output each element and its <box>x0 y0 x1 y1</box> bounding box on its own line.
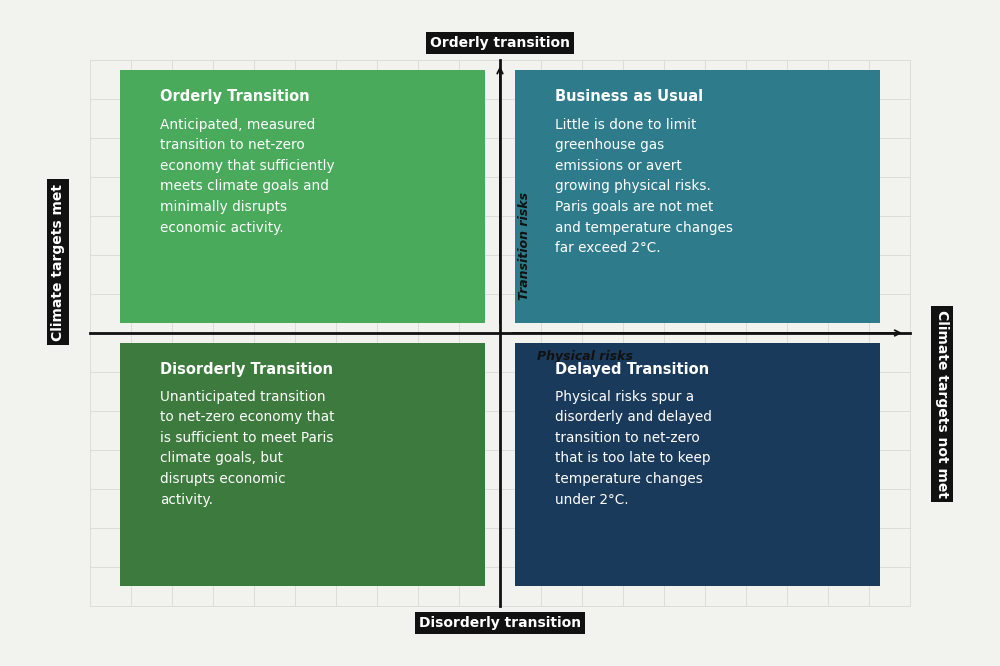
Text: Business as Usual: Business as Usual <box>555 89 703 104</box>
Text: Little is done to limit
greenhouse gas
emissions or avert
growing physical risks: Little is done to limit greenhouse gas e… <box>555 118 733 255</box>
Text: Unanticipated transition
to net-zero economy that
is sufficient to meet Paris
cl: Unanticipated transition to net-zero eco… <box>160 390 334 507</box>
Text: Physical risks spur a
disorderly and delayed
transition to net-zero
that is too : Physical risks spur a disorderly and del… <box>555 390 712 507</box>
Text: Anticipated, measured
transition to net-zero
economy that sufficiently
meets cli: Anticipated, measured transition to net-… <box>160 118 335 234</box>
Text: Orderly transition: Orderly transition <box>430 36 570 51</box>
FancyBboxPatch shape <box>120 343 485 586</box>
Text: Disorderly Transition: Disorderly Transition <box>160 362 333 377</box>
Text: Orderly Transition: Orderly Transition <box>160 89 310 104</box>
Text: Delayed Transition: Delayed Transition <box>555 362 709 377</box>
Text: Transition risks: Transition risks <box>518 192 531 300</box>
Text: Disorderly transition: Disorderly transition <box>419 615 581 630</box>
FancyBboxPatch shape <box>120 70 485 323</box>
Text: Physical risks: Physical risks <box>537 350 633 363</box>
FancyBboxPatch shape <box>515 70 880 323</box>
Text: Climate targets not met: Climate targets not met <box>935 310 949 498</box>
FancyBboxPatch shape <box>515 343 880 586</box>
Text: Climate targets met: Climate targets met <box>51 184 65 340</box>
